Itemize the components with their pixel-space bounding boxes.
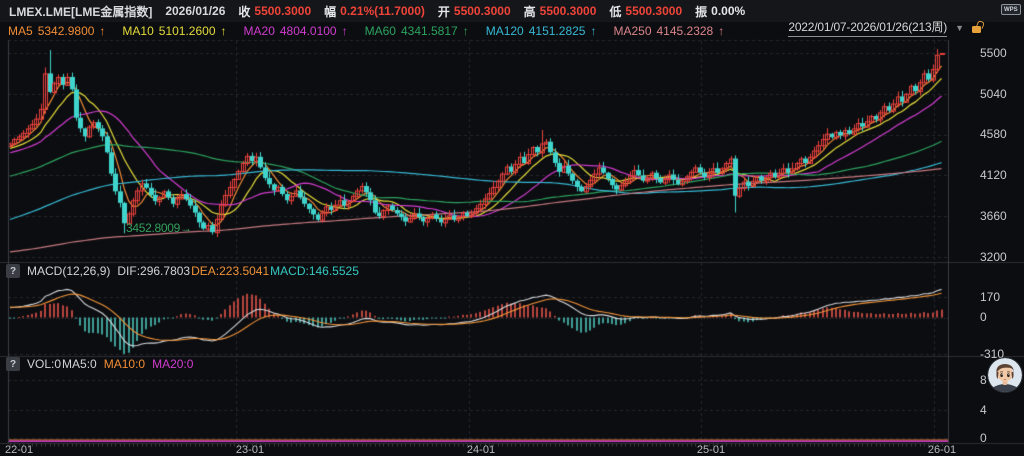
help-icon[interactable]: ? — [6, 264, 20, 278]
vol-ma10-value: MA10:0 — [103, 357, 146, 371]
macd-axis-label: -310 — [980, 347, 1005, 361]
macd-axis-label: 0 — [980, 310, 987, 324]
chevron-down-icon[interactable]: ▼ — [955, 22, 964, 33]
up-arrow-icon: ↑ — [99, 24, 106, 38]
macd-value: MACD:146.5525 — [270, 264, 359, 278]
symbol-title: LMEX.LME[LME金属指数] — [9, 4, 153, 19]
price-axis-label: 5500 — [980, 46, 1007, 60]
price-axis-label: 3200 — [980, 250, 1007, 264]
open-quote: 开 5500.3000 — [437, 4, 511, 19]
vol-ma20-value: MA20:0 — [152, 357, 194, 371]
volume-axis-label: 0 — [980, 431, 987, 445]
wps-tray-icon[interactable]: WPS — [1001, 4, 1021, 15]
high-quote: 高 5500.3000 — [523, 4, 597, 19]
ma120-legend: MA120 4151.2825 ↑ — [485, 24, 597, 38]
macd-panel-header: ? MACD(12,26,9) DIF:296.7803 DEA:223.504… — [6, 264, 359, 278]
amplitude-quote: 振 0.00% — [695, 4, 746, 19]
low-quote: 低 5500.3000 — [609, 4, 683, 19]
volume-axis-label: 8 — [980, 373, 987, 387]
time-axis-label: 24-01 — [466, 444, 496, 456]
close-quote: 收 5500.3000 — [238, 4, 312, 19]
macd-title: MACD(12,26,9) — [27, 264, 111, 278]
dif-value: DIF:296.7803 — [117, 264, 191, 278]
up-arrow-icon: ↑ — [590, 24, 597, 38]
date-range-text[interactable]: 2022/01/07-2026/01/26(213周) — [788, 18, 947, 37]
up-arrow-icon: ↑ — [341, 24, 348, 38]
quote-date: 2026/01/26 — [165, 4, 226, 18]
change-quote: 幅 0.21%(11.7000) — [324, 4, 425, 19]
quote-header: LMEX.LME[LME金属指数] 2026/01/26 收 5500.3000… — [0, 0, 1024, 22]
vol-ma5-value: MA5:0 — [62, 357, 97, 371]
dea-value: DEA:223.5041 — [191, 264, 270, 278]
up-arrow-icon: ↑ — [220, 24, 227, 38]
unlock-icon[interactable] — [972, 19, 986, 34]
ma250-legend: MA250 4145.2328 ↑ — [613, 24, 725, 38]
low-price-marker: 3452.8009→ — [126, 221, 192, 235]
ma10-legend: MA10 5101.2600 ↑ — [122, 24, 227, 38]
up-arrow-icon: ↑ — [718, 24, 725, 38]
price-axis-label: 4580 — [980, 127, 1007, 141]
price-axis-label: 4120 — [980, 168, 1007, 182]
price-axis-label: 3660 — [980, 209, 1007, 223]
ma60-legend: MA60 4341.5817 ↑ — [364, 24, 469, 38]
time-axis-label: 22-01 — [5, 444, 34, 456]
time-axis-label: 25-01 — [696, 444, 726, 456]
time-axis-label: 26-01 — [927, 444, 957, 456]
ma20-legend: MA20 4804.0100 ↑ — [243, 24, 348, 38]
user-avatar[interactable] — [988, 358, 1022, 392]
date-range-selector[interactable]: 2022/01/07-2026/01/26(213周) ▼ — [788, 18, 986, 37]
up-arrow-icon: ↑ — [462, 24, 469, 38]
ma5-legend: MA5 5342.9800 ↑ — [8, 24, 106, 38]
avatar-girl-illustration — [988, 358, 1022, 392]
help-icon[interactable]: ? — [6, 357, 20, 371]
vol-value: VOL:0 — [27, 357, 62, 371]
time-axis-label: 23-01 — [235, 444, 265, 456]
ma-legend-bar: MA5 5342.9800 ↑ MA10 5101.2600 ↑ MA20 4804.01… — [0, 23, 724, 39]
price-axis-label: 5040 — [980, 87, 1007, 101]
macd-axis-label: 170 — [980, 290, 1001, 304]
vol-panel-header: ? VOL:0 MA5:0 MA10:0 MA20:0 — [6, 357, 193, 371]
volume-axis-label: 4 — [980, 403, 987, 417]
